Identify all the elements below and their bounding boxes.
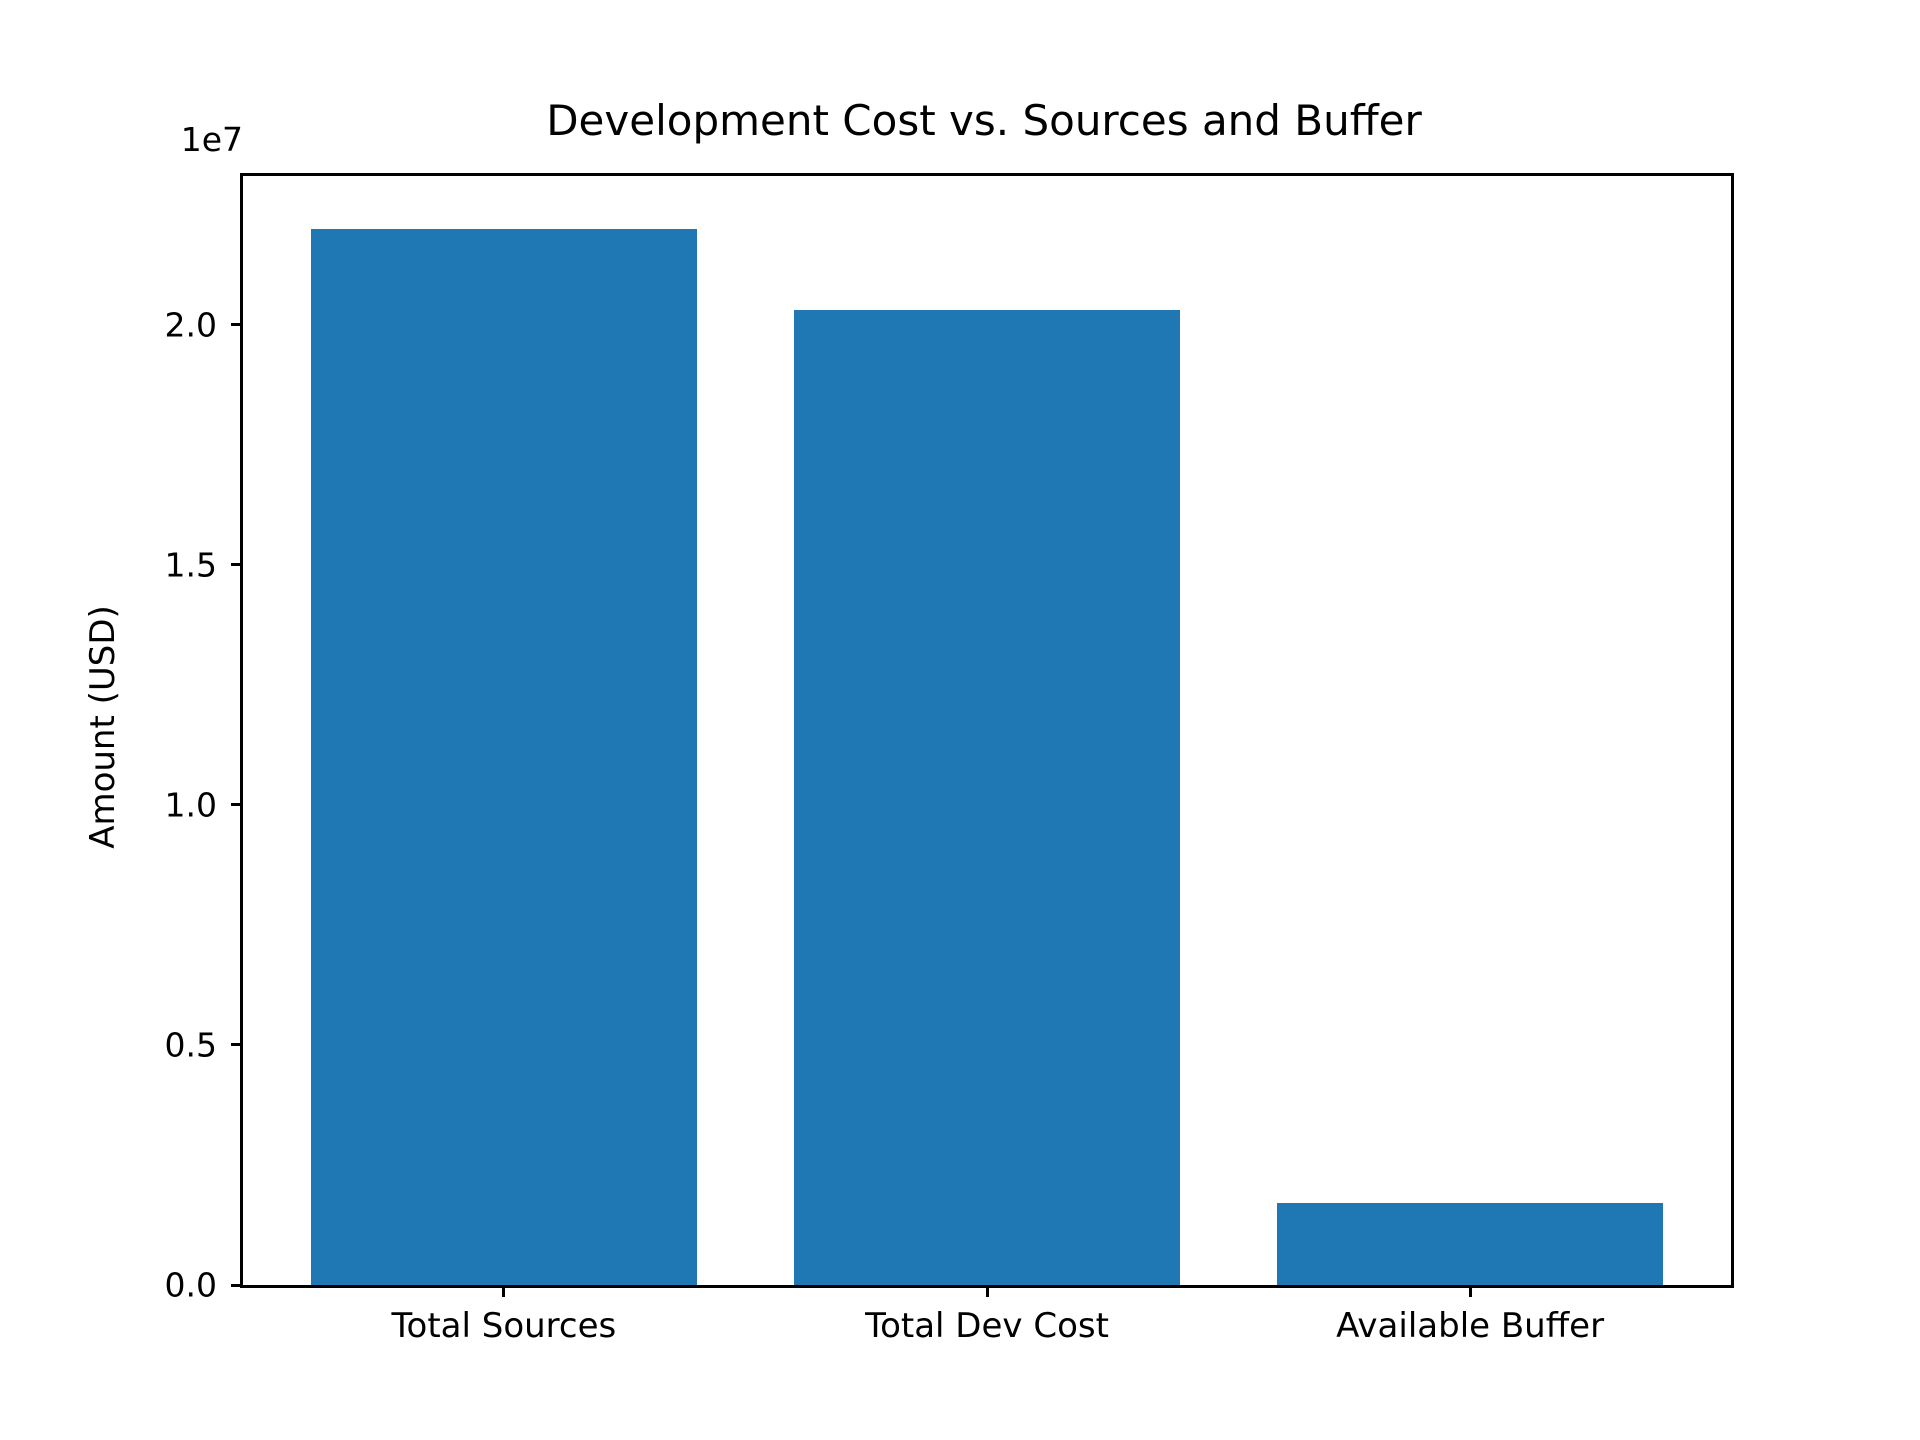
y-axis-offset-label: 1e7 <box>180 120 243 159</box>
y-tick-mark <box>231 563 240 567</box>
x-tick-label-total-sources: Total Sources <box>391 1306 617 1346</box>
x-tick-mark <box>985 1288 989 1297</box>
y-tick-label: 2.0 <box>164 305 217 345</box>
plot-area <box>240 173 1734 1288</box>
bar-total-dev-cost <box>793 310 1181 1285</box>
bar-available-buffer <box>1276 1203 1664 1285</box>
y-tick-mark <box>231 803 240 807</box>
x-tick-mark <box>502 1288 506 1297</box>
y-tick-mark <box>231 1283 240 1287</box>
x-tick-label-available-buffer: Available Buffer <box>1336 1306 1605 1346</box>
x-tick-mark <box>1468 1288 1472 1297</box>
y-tick-label: 0.5 <box>164 1025 217 1065</box>
chart-title: Development Cost vs. Sources and Buffer <box>546 96 1422 145</box>
bar-total-sources <box>310 228 698 1285</box>
x-tick-label-total-dev-cost: Total Dev Cost <box>865 1306 1109 1346</box>
y-tick-label: 0.0 <box>164 1265 217 1305</box>
y-tick-mark <box>231 323 240 327</box>
y-tick-label: 1.0 <box>164 785 217 825</box>
y-tick-mark <box>231 1043 240 1047</box>
y-tick-label: 1.5 <box>164 545 217 585</box>
